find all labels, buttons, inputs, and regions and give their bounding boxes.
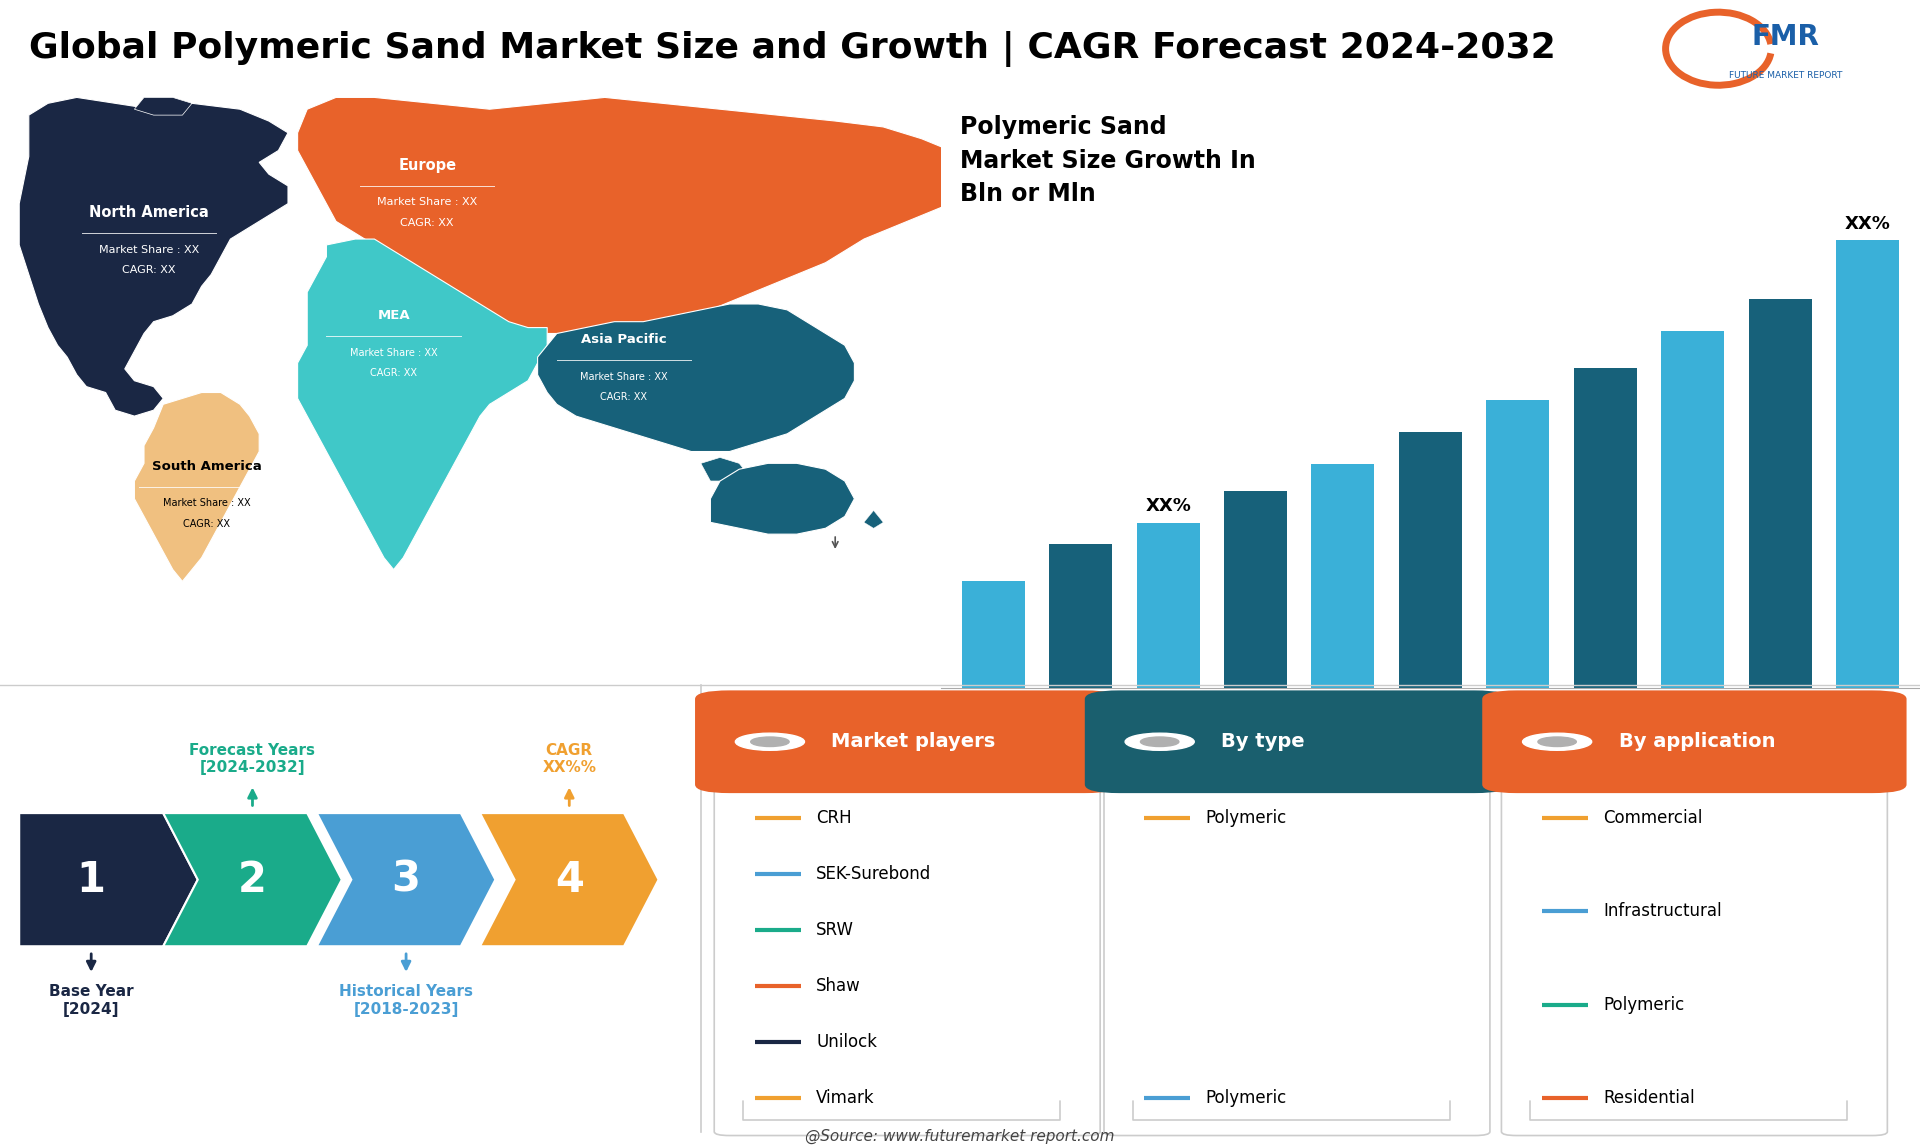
Text: CAGR
XX%%: CAGR XX%% [541,743,597,775]
Text: Historical Years
[2018-2023]: Historical Years [2018-2023] [340,984,472,1017]
Text: @Source: www.futuremarket report.com: @Source: www.futuremarket report.com [804,1129,1116,1144]
Text: Vimark: Vimark [816,1090,876,1107]
Bar [1400,432,1461,688]
Polygon shape [710,463,854,534]
Text: Global Polymeric Sand Market Size and Growth | CAGR Forecast 2024-2032: Global Polymeric Sand Market Size and Gr… [29,31,1555,66]
Polygon shape [134,392,259,581]
Polygon shape [538,304,854,452]
Text: CAGR: XX: CAGR: XX [182,518,230,528]
FancyBboxPatch shape [695,690,1119,793]
FancyBboxPatch shape [714,785,1100,1136]
Bar [1137,523,1200,688]
Text: Europe: Europe [397,158,457,173]
Text: Market Share : XX: Market Share : XX [98,245,200,254]
Circle shape [1538,737,1576,746]
Bar [1311,464,1375,688]
Text: FMR: FMR [1751,23,1820,52]
FancyBboxPatch shape [1085,690,1509,793]
Text: FUTURE MARKET REPORT: FUTURE MARKET REPORT [1728,71,1843,80]
Text: XX%: XX% [1845,215,1891,233]
Text: Market Share : XX: Market Share : XX [349,348,438,358]
Bar [1486,400,1549,688]
Circle shape [1523,733,1592,751]
Text: Asia Pacific: Asia Pacific [582,332,666,346]
Circle shape [1125,733,1194,751]
Text: CAGR: XX: CAGR: XX [601,392,647,401]
Text: Commercial: Commercial [1603,809,1703,827]
Text: CRH: CRH [816,809,852,827]
Text: Residential: Residential [1603,1090,1695,1107]
Circle shape [751,737,789,746]
Text: By type: By type [1221,732,1306,752]
Polygon shape [298,97,970,333]
Polygon shape [163,814,342,947]
Text: Base Year
[2024]: Base Year [2024] [48,984,134,1017]
Text: Market Share : XX: Market Share : XX [376,197,478,207]
Text: Unilock: Unilock [816,1034,877,1051]
Text: CAGR: XX: CAGR: XX [371,368,417,378]
Bar [1836,241,1899,688]
Text: North America: North America [88,205,209,220]
Text: 3: 3 [392,858,420,901]
Bar [1749,299,1812,688]
Text: Polymeric Sand
Market Size Growth In
Bln or Mln: Polymeric Sand Market Size Growth In Bln… [960,115,1256,206]
Polygon shape [19,97,288,416]
Bar [1574,368,1636,688]
Bar [1225,490,1286,688]
Polygon shape [19,814,198,947]
Text: Market players: Market players [831,732,996,752]
Text: Infrastructural: Infrastructural [1603,902,1722,920]
Text: Polymeric: Polymeric [1603,996,1684,1014]
Text: Market Share : XX: Market Share : XX [580,371,668,382]
Text: XX%: XX% [1144,497,1190,516]
Circle shape [735,733,804,751]
Text: Market Share : XX: Market Share : XX [163,499,250,509]
Text: Polymeric: Polymeric [1206,1090,1286,1107]
Polygon shape [298,240,547,570]
Polygon shape [134,97,192,115]
Bar [1048,544,1112,688]
FancyBboxPatch shape [1501,785,1887,1136]
Text: CAGR: XX: CAGR: XX [401,218,453,228]
FancyBboxPatch shape [1104,785,1490,1136]
Polygon shape [701,457,749,481]
FancyBboxPatch shape [1482,690,1907,793]
Bar [1661,331,1724,688]
Bar [962,581,1025,688]
Polygon shape [480,814,659,947]
Text: SEK-Surebond: SEK-Surebond [816,865,931,882]
Text: Forecast Years
[2024-2032]: Forecast Years [2024-2032] [190,743,315,775]
Text: Shaw: Shaw [816,978,860,995]
Circle shape [1140,737,1179,746]
Text: SRW: SRW [816,921,854,939]
Text: 1: 1 [77,858,106,901]
Text: 4: 4 [555,858,584,901]
Text: South America: South America [152,460,261,473]
Text: By application: By application [1619,732,1776,752]
Text: MEA: MEA [378,309,409,322]
Polygon shape [317,814,495,947]
Text: CAGR: XX: CAGR: XX [123,265,175,275]
Polygon shape [864,510,883,528]
Text: 2: 2 [238,858,267,901]
Text: Polymeric: Polymeric [1206,809,1286,827]
